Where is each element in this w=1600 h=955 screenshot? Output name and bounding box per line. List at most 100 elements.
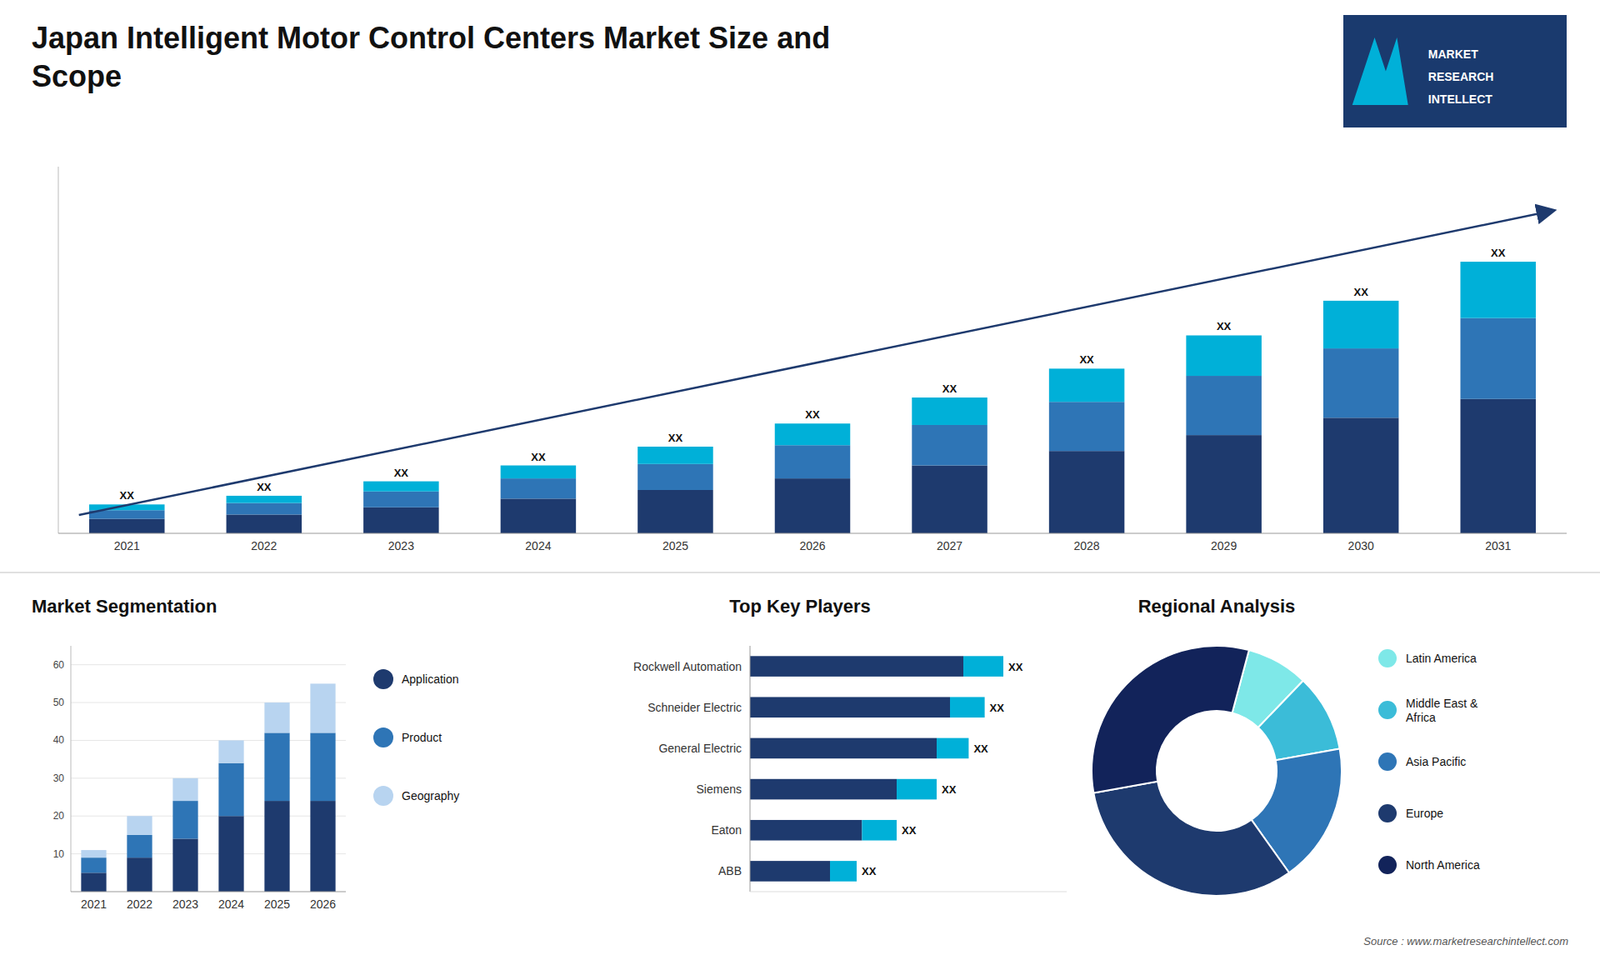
x-tick-label: 2030 bbox=[1348, 539, 1375, 553]
legend-swatch bbox=[373, 785, 394, 806]
bar bbox=[963, 655, 1004, 677]
bar bbox=[830, 860, 857, 882]
y-tick-label: Eaton bbox=[710, 823, 742, 837]
legend-swatch bbox=[373, 727, 394, 748]
data-label: XX bbox=[1354, 285, 1370, 299]
bar bbox=[911, 425, 988, 466]
data-label: XX bbox=[901, 824, 917, 837]
y-tick-label: Rockwell Automation bbox=[633, 660, 742, 674]
legend-label: North America bbox=[1405, 858, 1480, 872]
bar bbox=[637, 490, 714, 534]
grid-line bbox=[70, 664, 346, 665]
data-label: XX bbox=[1079, 353, 1095, 366]
x-tick-label: 2025 bbox=[662, 539, 689, 553]
y-tick-label: General Electric bbox=[658, 741, 742, 755]
grid-line bbox=[70, 853, 346, 855]
y-tick-label: 60 bbox=[53, 659, 65, 671]
data-label: XX bbox=[394, 466, 410, 480]
bar bbox=[80, 872, 106, 892]
bar bbox=[911, 465, 988, 534]
chart: 2021202220232024202520262027202820292030… bbox=[58, 166, 1567, 553]
x-axis-line bbox=[70, 891, 346, 893]
bar bbox=[126, 857, 152, 892]
legend-label: Europe bbox=[1405, 806, 1444, 820]
bar bbox=[363, 481, 440, 492]
text-line: Africa bbox=[1405, 710, 1436, 725]
grid-line bbox=[70, 740, 346, 741]
y-tick-label: 10 bbox=[53, 848, 65, 860]
bar bbox=[218, 763, 244, 817]
bar bbox=[750, 820, 862, 841]
bar bbox=[1185, 375, 1262, 435]
logo: MARKETRESEARCHINTELLECT bbox=[1343, 15, 1567, 128]
bar bbox=[775, 445, 851, 479]
bars bbox=[750, 655, 1004, 881]
legend-label: Latin America bbox=[1405, 651, 1477, 665]
text-line: Middle East & bbox=[1405, 696, 1479, 710]
y-tick-label: 20 bbox=[53, 810, 65, 822]
y-tick-label: Schneider Electric bbox=[647, 700, 742, 715]
bar bbox=[1185, 435, 1262, 534]
x-tick-label: 2021 bbox=[80, 897, 107, 911]
x-tick-label: 2029 bbox=[1210, 539, 1237, 553]
bar bbox=[637, 464, 714, 490]
bar bbox=[172, 778, 198, 801]
x-tick-label: 2022 bbox=[126, 897, 153, 911]
bar bbox=[950, 696, 985, 718]
x-axis-line bbox=[750, 891, 1067, 893]
trend-arrow bbox=[79, 210, 1554, 515]
bar bbox=[363, 491, 440, 508]
slice bbox=[1091, 645, 1250, 794]
divider bbox=[0, 571, 1600, 574]
bars bbox=[89, 261, 1536, 534]
bar bbox=[1049, 450, 1125, 534]
bar bbox=[1185, 335, 1262, 376]
data-label: XX bbox=[973, 742, 989, 755]
data-label: XX bbox=[942, 382, 958, 395]
x-tick-label: 2031 bbox=[1485, 539, 1511, 553]
data-label: XX bbox=[256, 480, 272, 494]
bar bbox=[264, 732, 290, 801]
y-axis-line bbox=[750, 645, 751, 892]
x-tick-label: 2021 bbox=[114, 539, 140, 553]
logo-mark bbox=[1352, 37, 1409, 105]
text-line: Japan Intelligent Motor Control Centers … bbox=[31, 20, 830, 55]
x-tick-label: 2027 bbox=[936, 539, 963, 553]
bar bbox=[1049, 368, 1125, 402]
bar bbox=[1049, 401, 1125, 451]
bar bbox=[264, 702, 290, 733]
bar bbox=[1323, 300, 1400, 349]
grid-line bbox=[70, 702, 346, 704]
legend-label: Geography bbox=[401, 789, 460, 803]
legend-label: Product bbox=[401, 730, 442, 745]
data-label: XX bbox=[530, 450, 546, 464]
background bbox=[0, 0, 1600, 955]
legend-label: Asia Pacific bbox=[1405, 755, 1466, 769]
bar bbox=[1460, 261, 1536, 319]
y-axis-line bbox=[70, 645, 72, 892]
grid-line bbox=[70, 815, 346, 817]
text-line: North America bbox=[1405, 858, 1480, 872]
chart: Market Segmentation102030405060202120222… bbox=[31, 595, 460, 911]
bar bbox=[172, 800, 198, 839]
page: Japan Intelligent Motor Control Centers … bbox=[0, 0, 1600, 955]
data-label: XX bbox=[805, 408, 820, 421]
bar bbox=[126, 835, 152, 858]
bar bbox=[80, 850, 106, 858]
logo-text: MARKET bbox=[1428, 47, 1479, 61]
bar bbox=[218, 815, 244, 892]
legend-swatch bbox=[1378, 752, 1397, 771]
data-label: XX bbox=[1216, 320, 1232, 333]
bar bbox=[172, 838, 198, 892]
bar bbox=[80, 857, 106, 873]
bar bbox=[637, 446, 714, 465]
x-tick-label: 2023 bbox=[388, 539, 415, 553]
data-label: XX bbox=[1008, 660, 1024, 674]
bar bbox=[750, 738, 937, 760]
x-tick-label: 2022 bbox=[250, 539, 277, 553]
y-tick-label: 30 bbox=[53, 772, 65, 785]
bar bbox=[750, 655, 964, 677]
bar bbox=[126, 815, 152, 835]
text-line: Scope bbox=[31, 59, 122, 94]
source-text: Source : www.marketresearchintellect.com bbox=[1363, 935, 1569, 948]
